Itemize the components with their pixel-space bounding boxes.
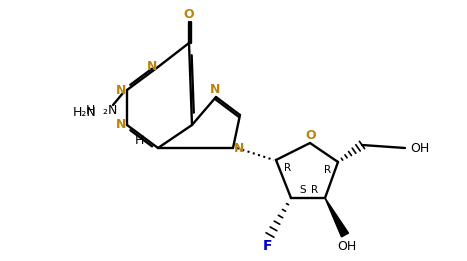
Text: O: O bbox=[184, 8, 194, 21]
Text: R: R bbox=[284, 163, 291, 173]
Text: F: F bbox=[263, 239, 273, 253]
Polygon shape bbox=[325, 198, 348, 237]
Text: N: N bbox=[116, 84, 126, 97]
Text: N: N bbox=[147, 61, 157, 74]
Text: H: H bbox=[134, 134, 144, 147]
Text: N: N bbox=[234, 141, 244, 155]
Text: O: O bbox=[306, 129, 316, 142]
Text: OH: OH bbox=[337, 240, 357, 253]
Text: N: N bbox=[116, 118, 126, 132]
Text: N: N bbox=[210, 83, 220, 96]
Text: R: R bbox=[325, 165, 332, 175]
Text: OH: OH bbox=[410, 141, 429, 155]
Text: H₂N: H₂N bbox=[73, 105, 97, 118]
Text: S: S bbox=[300, 185, 306, 195]
Text: H: H bbox=[85, 104, 95, 116]
Text: R: R bbox=[311, 185, 318, 195]
Text: ₂N: ₂N bbox=[95, 104, 117, 116]
